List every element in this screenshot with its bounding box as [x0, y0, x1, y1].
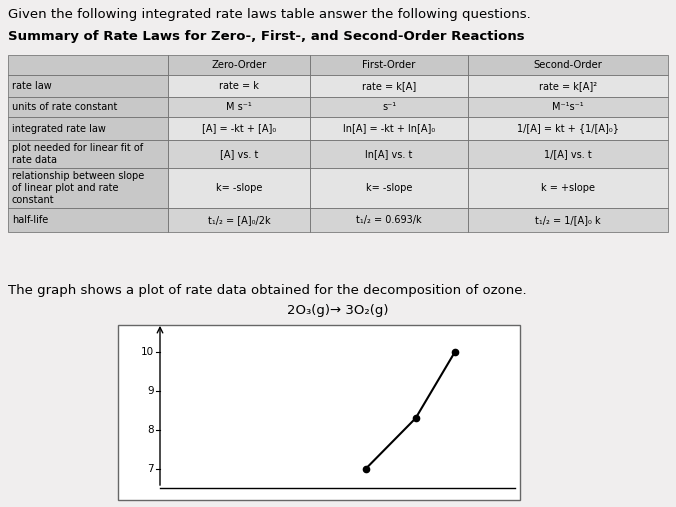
Text: ln[A] vs. t: ln[A] vs. t: [365, 149, 412, 159]
Bar: [310, 168, 468, 208]
Text: k= -slope: k= -slope: [366, 183, 412, 193]
Text: [A] = -kt + [A]₀: [A] = -kt + [A]₀: [202, 124, 276, 133]
Text: 2O₃(g)→ 3O₂(g): 2O₃(g)→ 3O₂(g): [287, 304, 389, 317]
Text: M⁻¹s⁻¹: M⁻¹s⁻¹: [552, 102, 584, 112]
Text: The graph shows a plot of rate data obtained for the decomposition of ozone.: The graph shows a plot of rate data obta…: [8, 284, 527, 297]
Text: 9: 9: [147, 386, 154, 396]
Text: 1/[A] = kt + {1/[A]₀}: 1/[A] = kt + {1/[A]₀}: [517, 124, 619, 133]
Bar: [8, 75, 168, 97]
Bar: [468, 55, 668, 75]
Bar: [468, 75, 668, 97]
Bar: [468, 140, 668, 168]
Text: rate law: rate law: [12, 81, 52, 91]
Text: 1/[A] vs. t: 1/[A] vs. t: [544, 149, 592, 159]
Text: Summary of Rate Laws for Zero-, First-, and Second-Order Reactions: Summary of Rate Laws for Zero-, First-, …: [8, 30, 525, 43]
Text: 10: 10: [141, 347, 154, 357]
Bar: [310, 75, 468, 97]
Bar: [468, 208, 668, 232]
Text: [A] vs. t: [A] vs. t: [220, 149, 258, 159]
Text: t₁/₂ = 1/[A]₀ k: t₁/₂ = 1/[A]₀ k: [535, 215, 601, 225]
Bar: [310, 55, 468, 75]
Text: rate = k[A]: rate = k[A]: [362, 81, 416, 91]
Text: k = +slope: k = +slope: [541, 183, 595, 193]
Bar: [8, 117, 168, 140]
Text: rate = k: rate = k: [219, 81, 259, 91]
Bar: [8, 140, 168, 168]
Bar: [168, 55, 310, 75]
Bar: [8, 208, 168, 232]
Bar: [468, 117, 668, 140]
Bar: [168, 117, 310, 140]
Bar: [8, 168, 168, 208]
Bar: [168, 140, 310, 168]
Text: units of rate constant: units of rate constant: [12, 102, 118, 112]
Text: Zero-Order: Zero-Order: [212, 60, 266, 70]
Text: t₁/₂ = [A]₀/2k: t₁/₂ = [A]₀/2k: [208, 215, 270, 225]
Bar: [8, 55, 168, 75]
Text: 7: 7: [147, 463, 154, 474]
Text: t₁/₂ = 0.693/k: t₁/₂ = 0.693/k: [356, 215, 422, 225]
Bar: [168, 75, 310, 97]
Text: M s⁻¹: M s⁻¹: [226, 102, 252, 112]
Text: relationship between slope
of linear plot and rate
constant: relationship between slope of linear plo…: [12, 170, 144, 205]
Bar: [310, 140, 468, 168]
Text: Second-Order: Second-Order: [533, 60, 602, 70]
Bar: [468, 97, 668, 117]
Text: integrated rate law: integrated rate law: [12, 124, 106, 133]
Bar: [168, 97, 310, 117]
Text: rate = k[A]²: rate = k[A]²: [539, 81, 597, 91]
Text: First-Order: First-Order: [362, 60, 416, 70]
Bar: [168, 208, 310, 232]
Bar: [118, 325, 520, 500]
Bar: [468, 168, 668, 208]
Text: s⁻¹: s⁻¹: [382, 102, 396, 112]
Text: k= -slope: k= -slope: [216, 183, 262, 193]
Bar: [168, 168, 310, 208]
Bar: [8, 97, 168, 117]
Bar: [310, 117, 468, 140]
Bar: [310, 97, 468, 117]
Text: Given the following integrated rate laws table answer the following questions.: Given the following integrated rate laws…: [8, 8, 531, 21]
Text: ln[A] = -kt + ln[A]₀: ln[A] = -kt + ln[A]₀: [343, 124, 435, 133]
Text: half-life: half-life: [12, 215, 48, 225]
Text: 8: 8: [147, 425, 154, 435]
Text: plot needed for linear fit of
rate data: plot needed for linear fit of rate data: [12, 143, 143, 165]
Bar: [310, 208, 468, 232]
